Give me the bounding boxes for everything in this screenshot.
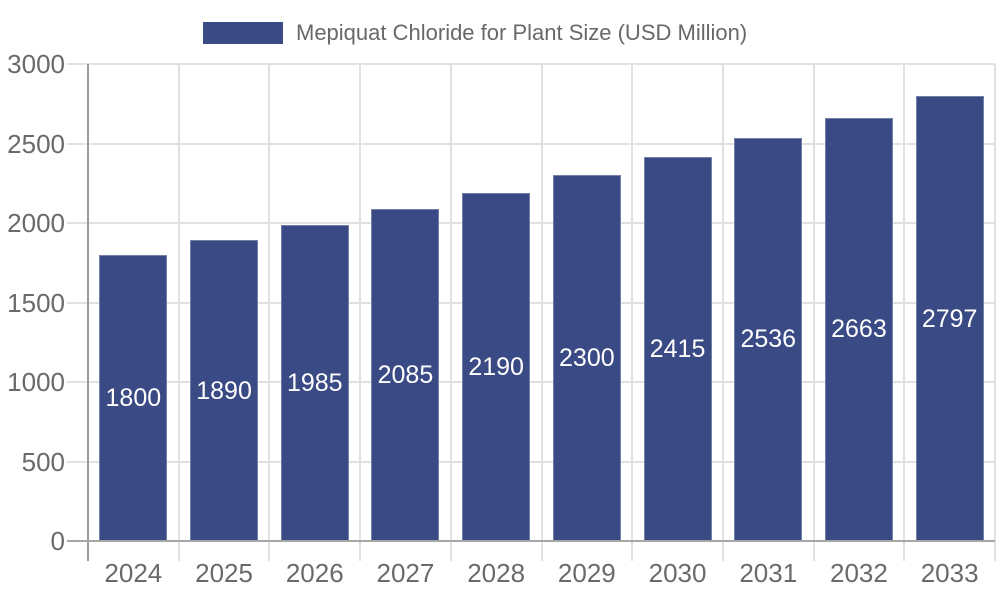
- x-tick: [177, 541, 180, 561]
- bar: [734, 137, 803, 541]
- chart-title: Mepiquat Chloride for Plant Size (USD Mi…: [296, 20, 748, 45]
- bar: [462, 192, 531, 541]
- bar: [824, 117, 893, 541]
- bar-value-label: 2415: [649, 335, 706, 363]
- legend: Mepiquat Chloride for Plant Size (USD Mi…: [203, 20, 747, 46]
- x-tick-label: 2029: [557, 558, 616, 588]
- x-tick-label: 2031: [739, 558, 798, 588]
- x-tick: [540, 541, 543, 561]
- bar: [280, 225, 349, 541]
- y-tick: [67, 142, 88, 145]
- x-tick-label: 2032: [830, 558, 888, 588]
- y-tick-label: 2500: [7, 128, 65, 159]
- bar-value-label: 2536: [740, 325, 797, 354]
- bar-value-label: 2085: [377, 361, 434, 390]
- gridline-v: [540, 64, 543, 541]
- y-tick-label: 3000: [7, 49, 65, 79]
- y-tick-label: 1000: [7, 367, 65, 397]
- gridline-v: [359, 64, 362, 541]
- x-tick: [268, 541, 271, 561]
- x-tick: [903, 541, 906, 561]
- gridline-v: [177, 64, 180, 541]
- y-axis-line: [87, 64, 89, 561]
- x-tick: [359, 541, 362, 561]
- bar-value-label: 1890: [196, 376, 252, 405]
- y-tick-label: 1500: [7, 287, 65, 318]
- x-tick-label: 2033: [920, 558, 979, 588]
- bar: [190, 240, 259, 541]
- bar-value-label: 2663: [831, 315, 887, 344]
- bar-value-label: 1800: [105, 383, 162, 412]
- y-tick: [67, 63, 88, 65]
- x-tick-label: 2030: [648, 558, 707, 588]
- y-tick-label: 2000: [7, 208, 65, 238]
- x-tick-label: 2028: [467, 558, 526, 588]
- x-tick: [721, 541, 724, 561]
- x-tick: [812, 541, 815, 561]
- bar-value-label: 1985: [286, 369, 343, 398]
- x-tick-label: 2025: [195, 558, 253, 588]
- legend-swatch: [203, 22, 283, 44]
- gridline-v: [903, 64, 906, 541]
- bar-value-label: 2797: [921, 304, 978, 333]
- x-tick: [631, 541, 634, 561]
- x-tick: [994, 541, 996, 561]
- bar: [99, 254, 168, 541]
- bar: [552, 175, 621, 541]
- y-tick-label: 0: [50, 526, 65, 556]
- y-tick: [67, 381, 88, 383]
- gridline-v: [631, 64, 634, 541]
- gridline-v: [268, 64, 271, 541]
- x-tick-label: 2024: [104, 558, 163, 588]
- gridline-v: [812, 64, 815, 541]
- x-axis-line: [67, 540, 995, 542]
- y-tick-label: 500: [21, 446, 65, 477]
- gridline-v: [994, 64, 996, 541]
- bar: [643, 157, 712, 541]
- y-tick: [67, 222, 88, 224]
- x-tick: [449, 541, 452, 561]
- bar-value-label: 2300: [559, 344, 615, 373]
- gridline-v: [721, 64, 724, 541]
- bar: [915, 96, 984, 541]
- x-tick-label: 2027: [376, 558, 435, 588]
- gridline-v: [449, 64, 452, 541]
- y-tick: [67, 460, 88, 463]
- bar-value-label: 2190: [468, 352, 524, 381]
- bar: [371, 209, 440, 541]
- y-tick: [67, 301, 88, 304]
- x-tick-label: 2026: [285, 558, 344, 588]
